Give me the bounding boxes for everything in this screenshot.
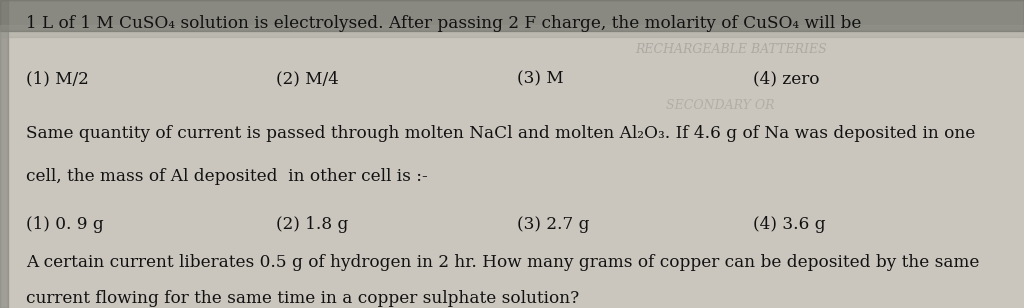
Text: (4) zero: (4) zero (753, 71, 819, 88)
Text: SECONDARY OR: SECONDARY OR (666, 99, 774, 111)
Text: current flowing for the same time in a copper sulphate solution?: current flowing for the same time in a c… (26, 290, 579, 306)
Text: RECHARGEABLE BATTERIES: RECHARGEABLE BATTERIES (635, 43, 826, 56)
Bar (0, 0, 8, 308)
Text: 1 L of 1 M CuSO₄ solution is electrolysed. After passing 2 F charge, the molarit: 1 L of 1 M CuSO₄ solution is electrolyse… (26, 15, 861, 32)
Text: (4) 3.6 g: (4) 3.6 g (753, 216, 825, 233)
Text: A certain current liberates 0.5 g of hydrogen in 2 hr. How many grams of copper : A certain current liberates 0.5 g of hyd… (26, 254, 979, 271)
Text: (2) 1.8 g: (2) 1.8 g (276, 216, 349, 233)
Text: (1) 0. 9 g: (1) 0. 9 g (26, 216, 103, 233)
Bar (0, 0, 1024, 31)
Text: (2) M/4: (2) M/4 (276, 71, 339, 88)
Text: (3) 2.7 g: (3) 2.7 g (517, 216, 590, 233)
Text: (3) M: (3) M (517, 71, 564, 88)
Bar (0, 25, 1024, 37)
Text: Same quantity of current is passed through molten NaCl and molten Al₂O₃. If 4.6 : Same quantity of current is passed throu… (26, 125, 975, 142)
Text: (1) M/2: (1) M/2 (26, 71, 88, 88)
Text: cell, the mass of Al deposited  in other cell is :-: cell, the mass of Al deposited in other … (26, 168, 427, 185)
